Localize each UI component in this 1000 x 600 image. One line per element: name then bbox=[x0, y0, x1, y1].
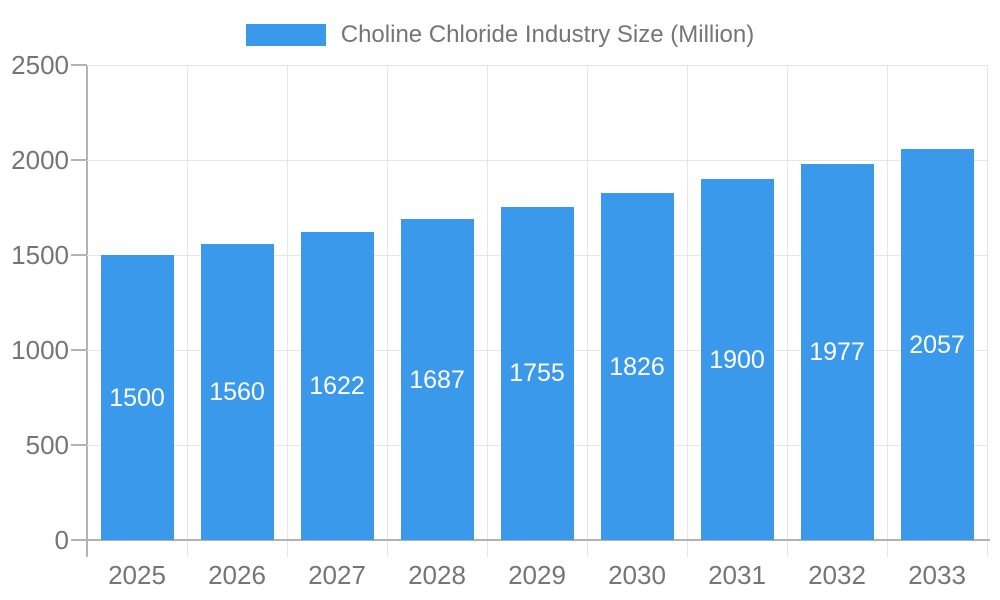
vertical-gridline bbox=[687, 65, 688, 557]
y-axis-tick-label: 1000 bbox=[11, 335, 69, 365]
y-axis-tick bbox=[71, 349, 87, 351]
legend-swatch-icon bbox=[245, 24, 326, 46]
bar-2028: 1687 bbox=[400, 219, 474, 540]
bar-value-label: 1755 bbox=[509, 359, 565, 388]
legend-label: Choline Chloride Industry Size (Million) bbox=[340, 21, 755, 48]
bar-2033: 2057 bbox=[900, 149, 974, 540]
y-axis-tick-label: 0 bbox=[54, 525, 69, 555]
vertical-gridline bbox=[887, 65, 888, 557]
y-axis-tick-label: 1500 bbox=[11, 240, 69, 270]
vertical-gridline bbox=[287, 65, 288, 557]
x-axis-tick-label: 2031 bbox=[708, 560, 766, 590]
bar-2030: 1826 bbox=[600, 193, 674, 540]
y-axis-tick bbox=[71, 159, 87, 161]
horizontal-gridline bbox=[87, 160, 987, 161]
bar-value-label: 1977 bbox=[809, 338, 865, 367]
horizontal-gridline bbox=[87, 65, 987, 66]
vertical-gridline bbox=[187, 65, 188, 557]
x-axis-tick-label: 2026 bbox=[208, 560, 266, 590]
y-axis-tick-label: 2500 bbox=[11, 50, 69, 80]
x-axis-tick-label: 2029 bbox=[508, 560, 566, 590]
vertical-gridline bbox=[487, 65, 488, 557]
y-axis-tick-label: 500 bbox=[25, 430, 69, 460]
bar-2029: 1755 bbox=[500, 206, 574, 540]
y-axis-tick bbox=[71, 444, 87, 446]
vertical-gridline bbox=[387, 65, 388, 557]
y-axis-tick-label: 2000 bbox=[11, 145, 69, 175]
bar-value-label: 1900 bbox=[709, 345, 765, 374]
y-axis-tick bbox=[71, 64, 87, 66]
bar-value-label: 1687 bbox=[409, 365, 465, 394]
x-axis-tick-label: 2028 bbox=[408, 560, 466, 590]
vertical-gridline bbox=[587, 65, 588, 557]
y-axis-line bbox=[86, 65, 88, 557]
y-axis-tick bbox=[71, 254, 87, 256]
vertical-gridline bbox=[987, 65, 988, 557]
bar-2027: 1622 bbox=[300, 231, 374, 540]
plot-area: 1500 1560 1622 1687 1755 1826 1900 1977 2057 bbox=[71, 64, 990, 557]
x-axis-tick-label: 2027 bbox=[308, 560, 366, 590]
bar-2031: 1900 bbox=[700, 179, 774, 540]
bar-2025: 1500 bbox=[100, 255, 174, 540]
chart-legend: Choline Chloride Industry Size (Million) bbox=[0, 21, 1000, 49]
vertical-gridline bbox=[787, 65, 788, 557]
x-axis-line bbox=[87, 539, 990, 541]
bar-value-label: 1560 bbox=[209, 377, 265, 406]
y-axis-tick bbox=[71, 539, 87, 541]
bar-value-label: 2057 bbox=[909, 330, 965, 359]
x-axis-tick-label: 2030 bbox=[608, 560, 666, 590]
bar-value-label: 1622 bbox=[309, 371, 365, 400]
x-axis-tick-label: 2032 bbox=[808, 560, 866, 590]
bar-2032: 1977 bbox=[800, 164, 874, 540]
x-axis-tick-label: 2033 bbox=[908, 560, 966, 590]
bar-value-label: 1500 bbox=[109, 383, 165, 412]
bar-2026: 1560 bbox=[200, 243, 274, 540]
x-axis-tick-label: 2025 bbox=[108, 560, 166, 590]
bar-value-label: 1826 bbox=[609, 352, 665, 381]
